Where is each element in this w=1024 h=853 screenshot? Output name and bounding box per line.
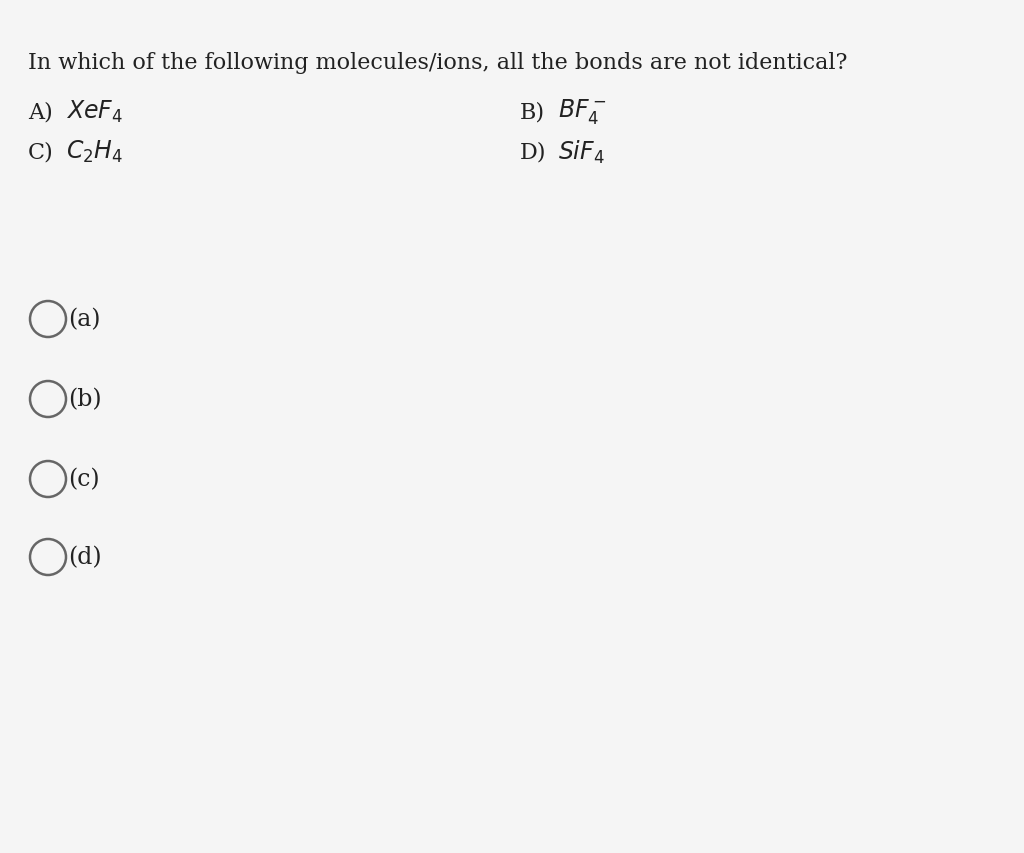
Text: (c): (c) xyxy=(68,468,99,491)
Text: $C_2H_4$: $C_2H_4$ xyxy=(66,139,123,165)
Text: (d): (d) xyxy=(68,546,101,569)
Text: In which of the following molecules/ions, all the bonds are not identical?: In which of the following molecules/ions… xyxy=(28,52,848,74)
Text: $SiF_4$: $SiF_4$ xyxy=(558,138,605,165)
Text: $BF_4^-$: $BF_4^-$ xyxy=(558,97,607,126)
Text: (a): (a) xyxy=(68,308,100,331)
Text: (b): (b) xyxy=(68,388,101,411)
Text: $XeF_4$: $XeF_4$ xyxy=(66,99,123,125)
Text: D): D) xyxy=(520,141,547,163)
Text: C): C) xyxy=(28,141,53,163)
Text: A): A) xyxy=(28,101,53,123)
Text: B): B) xyxy=(520,101,545,123)
